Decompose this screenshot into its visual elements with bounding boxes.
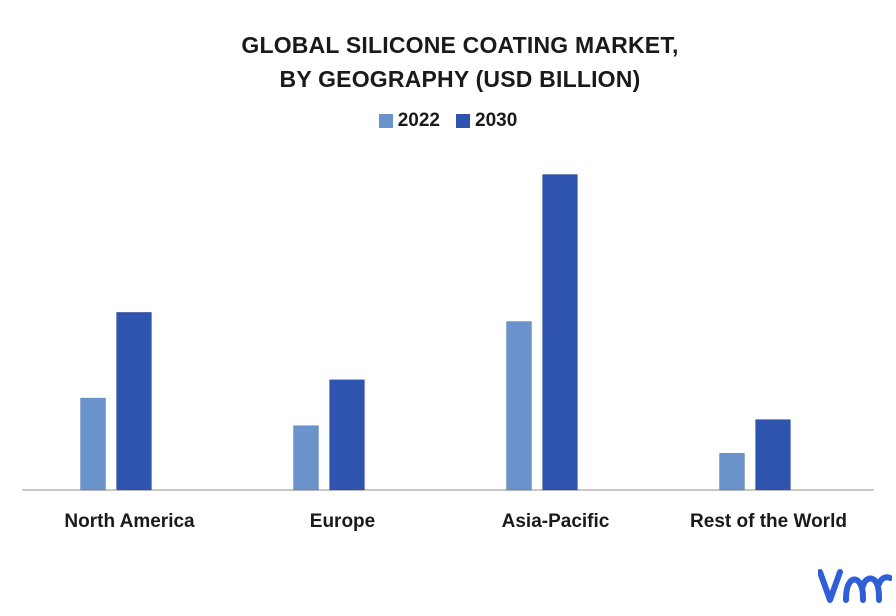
legend-item-2030: 2030 (456, 110, 517, 132)
bar-2030-north-america (116, 312, 152, 491)
category-label: Asia-Pacific (502, 511, 610, 532)
category-label: Rest of the World (690, 511, 847, 532)
legend-label-2030: 2030 (475, 110, 518, 131)
category-label: North America (64, 511, 195, 532)
bar-2030-asia-pacific (542, 174, 578, 491)
chart-title: GLOBAL SILICONE COATING MARKET, BY GEOGR… (60, 28, 860, 96)
chart-title-line-2: BY GEOGRAPHY (USD BILLION) (279, 66, 641, 92)
legend-swatch-2030 (456, 114, 470, 128)
bar-2022-rest-of-the-world (719, 452, 745, 491)
bar-2030-europe (329, 379, 365, 491)
legend-item-2022: 2022 (378, 110, 440, 132)
bar-2022-europe (293, 425, 319, 491)
vmr-logo-icon (818, 569, 892, 603)
bar-2022-asia-pacific (506, 321, 532, 491)
legend-swatch-2022 (378, 114, 393, 128)
legend: 2022 2030 (0, 110, 896, 132)
legend-label-2022: 2022 (397, 110, 440, 131)
bar-2022-north-america (80, 397, 106, 491)
category-label: Europe (310, 511, 375, 532)
bar-2030-rest-of-the-world (755, 419, 791, 491)
chart-title-line-1: GLOBAL SILICONE COATING MARKET, (241, 32, 679, 58)
